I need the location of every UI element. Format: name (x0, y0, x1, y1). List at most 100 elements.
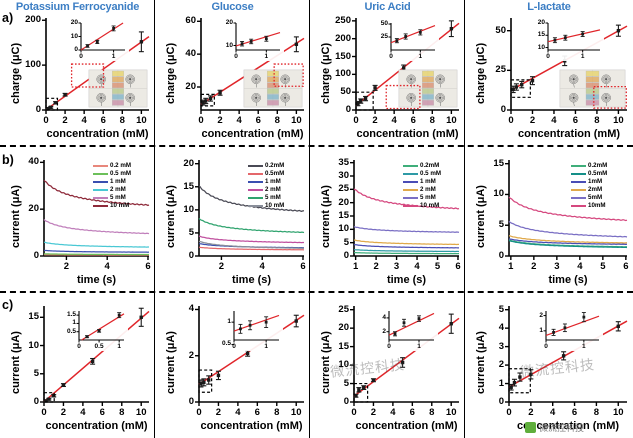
xtick-a4-4: 4 (551, 115, 557, 126)
plot-svg-a2 (197, 18, 305, 114)
ytick-c2-0: 0 (188, 396, 194, 407)
row-label-a: a) (2, 11, 14, 25)
xtick-a1-0: 0 (43, 115, 49, 126)
yaxis-label-a3: charge (μC) (320, 42, 332, 104)
ytick-a2-20: 20 (185, 81, 196, 92)
xtick-b3-1: 1 (352, 261, 359, 272)
ytick-b2-10: 10 (183, 203, 194, 215)
xaxis-label-b2: time (s) (231, 274, 272, 286)
legend-swatch-icon (571, 205, 586, 207)
yaxis-label-a1: charge (μC) (10, 42, 22, 104)
xtick-a1-6: 6 (100, 115, 106, 126)
xtick-b4-1: 1 (508, 261, 514, 272)
ytick-c3-20: 20 (338, 322, 349, 334)
legend-swatch-icon (248, 205, 263, 207)
ytick-c3-15: 15 (338, 340, 349, 352)
xtick-b1-6: 6 (145, 261, 151, 272)
legend-item: 0.5mM (571, 170, 607, 178)
legend-label: 5 mM (420, 194, 436, 201)
xtick-c4-4: 4 (550, 407, 556, 418)
xtick-c4-2: 2 (528, 407, 534, 418)
inset-ytick-a1-10: 10 (70, 32, 78, 40)
legend-label: 0.2 mM (110, 162, 131, 169)
legend-swatch-icon (93, 181, 108, 183)
yaxis-label-a4: charge (μC) (475, 42, 487, 104)
xtick-b2-6: 6 (300, 261, 306, 272)
legend-label: 5mM (588, 194, 603, 201)
xtick-a4-6: 6 (572, 115, 579, 126)
ytick-c4-1: 1 (498, 377, 504, 389)
ytick-a4-50: 50 (495, 24, 506, 36)
inset-ytick-a2-20: 20 (225, 19, 233, 26)
ytick-b2-5: 5 (188, 226, 194, 238)
ytick-a4-0: 0 (500, 104, 506, 115)
xtick-c1-4: 4 (80, 407, 86, 418)
xtick-a1-4: 4 (81, 115, 87, 126)
legend-item: 0.2mM (571, 162, 607, 170)
column-title-2: Uric Acid (364, 1, 411, 13)
ytick-b4-15: 15 (493, 157, 504, 169)
ytick-a4-25: 25 (495, 64, 506, 76)
panel-b4: 1 2 3 4 5 6 0 5 10 15 time (s) current (μA) 0.2mM 0.5… (465, 146, 633, 292)
column-separator (464, 0, 465, 438)
ytick-c4-5: 5 (498, 303, 504, 315)
legend-label: 2 mM (265, 186, 281, 193)
ytick-c4-4: 4 (498, 322, 504, 334)
legend-item: 1 mM (403, 178, 441, 186)
inset-ytick-c3-2: 2 (382, 327, 386, 335)
inset-ytick-a4-10: 10 (537, 43, 545, 51)
xtick-c1-2: 2 (60, 407, 67, 418)
column-title-0: Potassium Ferrocyanide (15, 1, 140, 13)
yaxis-label-b3: current (μA) (320, 185, 332, 248)
xtick-c2-6: 6 (254, 407, 260, 418)
legend-label: 1 mM (110, 178, 126, 185)
legend-item: 10mM (571, 202, 607, 210)
column-title-3: L-lactate (527, 1, 571, 13)
inset-ytick-a2-10: 10 (225, 41, 233, 49)
xtick-c1-10: 10 (135, 407, 147, 418)
legend-b4: 0.2mM 0.5mM 1mM 2mM 5mM 10mM (571, 162, 607, 210)
legend-swatch-icon (571, 189, 586, 191)
legend-swatch-icon (403, 165, 418, 167)
xtick-a2-4: 4 (236, 115, 242, 126)
panel-title-holder-0: Potassium Ferrocyanide (0, 0, 155, 14)
inset-xtick-c4-0: 0 (544, 343, 548, 350)
legend-label: 5 mM (265, 194, 281, 201)
xaxis-label-a3: concentration (mM) (356, 128, 459, 140)
inset-xtick-a3-0: 0 (389, 53, 393, 60)
xaxis-label-a4: concentration (mM) (517, 128, 621, 140)
ytick-c3-25: 25 (338, 303, 349, 315)
xtick-c4-0: 0 (506, 407, 512, 418)
ytick-b3-10: 10 (338, 223, 349, 235)
plot-svg-c1 (40, 306, 150, 406)
xtick-a3-2: 2 (372, 115, 378, 126)
xtick-c3-2: 2 (370, 407, 377, 418)
column-title-1: Glucose (211, 1, 254, 13)
legend-label: 10 mM (265, 202, 285, 209)
inset-xtick-c2-0: 0 (232, 343, 236, 350)
panel-c1: 0 2 4 6 8 10 0 5 10 15 concentration (mM) current (… (0, 292, 155, 438)
inset-ytick-c1-1.5: 1.5 (66, 311, 76, 319)
xtick-a3-0: 0 (353, 115, 359, 126)
inset-ytick-a3-50: 50 (380, 20, 388, 28)
xtick-b4-2: 2 (531, 261, 537, 272)
ytick-b3-5: 5 (343, 236, 349, 248)
xtick-b3-2: 2 (373, 261, 379, 272)
xtick-c3-4: 4 (390, 407, 396, 418)
xtick-c2-2: 2 (215, 407, 222, 418)
xtick-a4-8: 8 (594, 115, 600, 126)
ytick-a3-150: 150 (335, 50, 351, 62)
legend-swatch-icon (93, 189, 108, 191)
xtick-a2-10: 10 (291, 115, 302, 126)
legend-swatch-icon (571, 173, 586, 175)
xaxis-label-b4: time (s) (548, 274, 588, 286)
legend-swatch-icon (93, 205, 108, 207)
xtick-b4-6: 6 (623, 261, 629, 272)
plot-svg-a1 (42, 18, 150, 114)
legend-label: 0.2mM (265, 162, 285, 169)
plot-svg-b4 (505, 160, 628, 260)
inset-xtick-a2-1: 1 (264, 53, 269, 60)
ytick-c3-10: 10 (338, 359, 349, 371)
ytick-b4-10: 10 (493, 188, 504, 200)
